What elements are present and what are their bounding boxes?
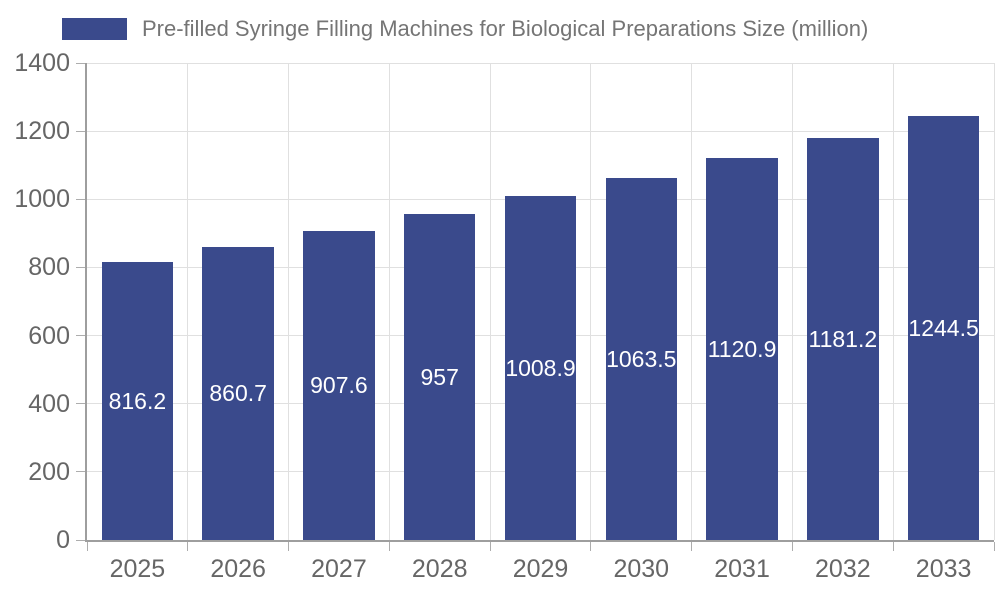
bar-value-label: 907.6 bbox=[310, 372, 368, 399]
bar-value-label: 957 bbox=[420, 363, 459, 390]
legend-label: Pre-filled Syringe Filling Machines for … bbox=[142, 16, 869, 41]
y-axis-tick bbox=[76, 471, 87, 473]
y-axis-tick bbox=[76, 62, 87, 64]
bar: 1063.5 bbox=[605, 177, 678, 540]
bar: 860.7 bbox=[202, 246, 274, 540]
y-tick-label: 1200 bbox=[14, 117, 70, 146]
y-axis-line bbox=[85, 63, 87, 542]
x-tick-label: 2028 bbox=[411, 555, 468, 583]
x-tick-label: 2027 bbox=[311, 555, 367, 583]
y-tick-label: 1400 bbox=[14, 49, 70, 77]
y-axis-tick bbox=[76, 335, 87, 337]
y-tick-label: 200 bbox=[28, 457, 70, 486]
y-axis-tick bbox=[76, 198, 87, 200]
x-axis-tick bbox=[791, 542, 793, 551]
x-axis-tick bbox=[86, 542, 88, 551]
bar: 1008.9 bbox=[504, 196, 577, 540]
x-axis-tick bbox=[993, 542, 995, 551]
x-axis-tick bbox=[388, 542, 390, 551]
gridline-vertical bbox=[388, 63, 390, 540]
gridline-vertical bbox=[993, 63, 995, 540]
x-axis-tick bbox=[489, 542, 491, 551]
gridline-vertical bbox=[288, 63, 290, 540]
x-axis-tick bbox=[288, 542, 290, 551]
bar: 1120.9 bbox=[706, 158, 778, 540]
bar-value-label: 816.2 bbox=[108, 387, 167, 414]
gridline-vertical bbox=[892, 63, 894, 540]
x-tick-label: 2029 bbox=[512, 555, 569, 583]
x-tick-label: 2030 bbox=[613, 555, 670, 583]
bar-value-label: 860.7 bbox=[209, 380, 267, 407]
bar-value-label: 1063.5 bbox=[606, 345, 677, 372]
y-tick-label: 0 bbox=[56, 526, 70, 554]
y-tick-label: 600 bbox=[28, 321, 70, 350]
x-tick-label: 2033 bbox=[915, 555, 972, 583]
bar-value-label: 1181.2 bbox=[808, 325, 878, 352]
x-tick-label: 2025 bbox=[109, 555, 166, 583]
x-axis-tick bbox=[892, 542, 894, 551]
bar-value-label: 1244.5 bbox=[908, 314, 979, 341]
bar: 1244.5 bbox=[907, 115, 980, 540]
gridline-vertical bbox=[791, 63, 793, 540]
bar: 1181.2 bbox=[807, 137, 879, 540]
bar: 907.6 bbox=[303, 230, 375, 540]
gridline-horizontal bbox=[87, 130, 994, 132]
x-tick-label: 2026 bbox=[210, 555, 266, 583]
gridline-vertical bbox=[691, 63, 693, 540]
x-axis-line bbox=[85, 540, 994, 542]
x-tick-label: 2031 bbox=[714, 555, 770, 583]
gridline-vertical bbox=[590, 63, 592, 540]
y-axis-tick bbox=[76, 266, 87, 268]
gridline-vertical bbox=[489, 63, 491, 540]
x-axis-tick bbox=[187, 542, 189, 551]
bar: 957 bbox=[403, 213, 476, 540]
gridline-horizontal bbox=[87, 62, 994, 64]
gridline-vertical bbox=[187, 63, 189, 540]
y-axis-tick bbox=[76, 130, 87, 132]
x-tick-label: 2032 bbox=[815, 555, 871, 583]
y-tick-label: 400 bbox=[28, 389, 70, 418]
bar-value-label: 1008.9 bbox=[505, 355, 576, 382]
y-tick-label: 800 bbox=[28, 253, 70, 282]
x-axis-tick bbox=[590, 542, 592, 551]
bar: 816.2 bbox=[101, 261, 174, 540]
y-axis-tick bbox=[76, 539, 87, 541]
y-axis-tick bbox=[76, 403, 87, 405]
legend-swatch bbox=[62, 18, 127, 40]
y-tick-label: 1000 bbox=[14, 185, 70, 214]
bar-value-label: 1120.9 bbox=[707, 336, 777, 363]
legend[interactable]: Pre-filled Syringe Filling Machines for … bbox=[62, 14, 868, 44]
x-axis-tick bbox=[691, 542, 693, 551]
